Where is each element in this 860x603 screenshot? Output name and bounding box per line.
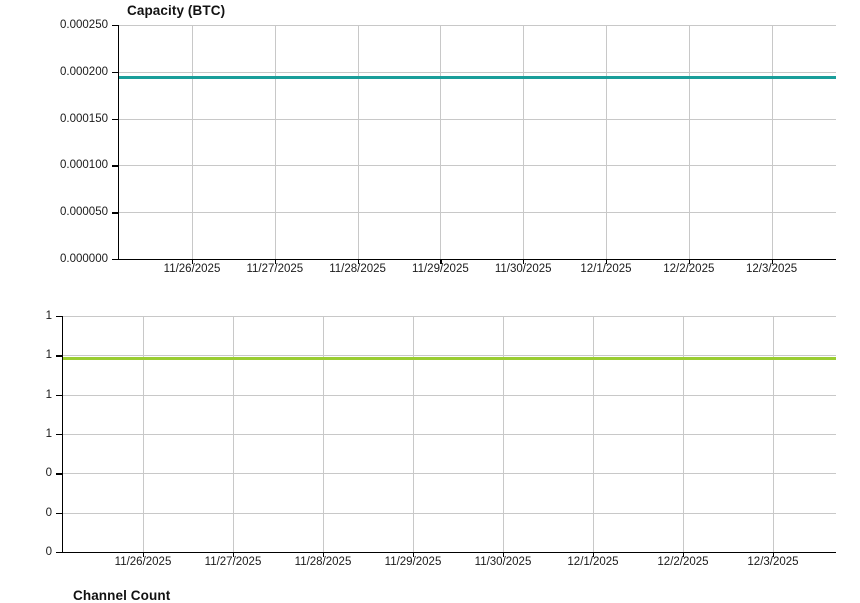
x-axis-label: 12/3/2025 (747, 556, 799, 568)
x-axis-tick (593, 552, 595, 557)
y-axis-tick (112, 165, 118, 167)
gridline-vertical (683, 316, 684, 552)
x-axis-tick (413, 552, 415, 557)
x-axis-tick (688, 259, 690, 264)
y-axis-label: 1 (45, 349, 52, 362)
gridline-vertical (233, 316, 234, 552)
gridline-horizontal (62, 473, 836, 475)
x-axis-label: 11/28/2025 (294, 556, 352, 568)
x-axis-tick (523, 259, 525, 264)
y-axis-line (62, 316, 64, 554)
x-axis-label: 12/2/2025 (663, 263, 715, 275)
x-axis-label: 12/1/2025 (567, 556, 619, 568)
y-axis-label: 0.000050 (60, 206, 108, 219)
gridline-vertical (274, 25, 276, 259)
gridline-vertical (773, 316, 774, 552)
y-axis-tick (112, 25, 118, 27)
gridline-horizontal (62, 355, 836, 357)
y-axis-label: 1 (45, 310, 52, 322)
gridline-vertical (593, 316, 594, 552)
y-axis-label: 1 (45, 428, 52, 440)
chart-title-capacity: Capacity (BTC) (127, 3, 226, 18)
x-axis-tick (440, 259, 442, 264)
x-axis-tick (323, 552, 325, 557)
x-axis-tick (143, 552, 145, 557)
gridline-vertical (503, 316, 504, 552)
gridline-vertical (192, 25, 193, 259)
x-axis-tick (274, 259, 276, 264)
x-axis-label: 11/30/2025 (474, 556, 532, 568)
gridline-vertical (413, 316, 414, 552)
y-axis-tick (56, 512, 62, 515)
y-axis-label: 0 (45, 546, 52, 558)
y-axis-tick (56, 394, 62, 397)
y-axis-tick (112, 118, 118, 120)
y-axis-label: 0 (45, 506, 52, 519)
x-axis-label: 11/29/2025 (412, 263, 469, 275)
series-line-capacity[interactable] (119, 76, 836, 79)
gridline-horizontal (62, 316, 836, 317)
y-axis-tick (112, 212, 118, 214)
gridline-horizontal (62, 394, 836, 396)
y-axis-tick (56, 434, 62, 436)
x-axis-line (62, 552, 836, 554)
x-axis-tick (771, 259, 773, 264)
gridline-horizontal (118, 25, 836, 26)
gridline-vertical (357, 25, 359, 259)
gridline-vertical (688, 25, 690, 259)
x-axis-label: 11/26/2025 (163, 263, 221, 275)
y-axis-tick (56, 316, 62, 318)
x-axis-tick (233, 552, 235, 557)
gridline-horizontal (118, 71, 836, 73)
chart-panel-channels: Channel Count 1 1 1 1 0 0 0 11/26/2025 11/27/202… (0, 290, 860, 603)
gridline-horizontal (62, 512, 836, 514)
gridline-horizontal (62, 434, 836, 435)
x-axis-label: 11/27/2025 (204, 556, 262, 568)
y-axis-tick (56, 473, 62, 475)
x-axis-label: 12/2/2025 (657, 556, 709, 568)
x-axis-label: 12/3/2025 (746, 263, 798, 275)
gridline-vertical (440, 25, 442, 259)
y-axis-line (118, 25, 120, 261)
chart-panel-capacity: Capacity (BTC) 0.000250 0.000200 0.000150 0… (0, 0, 860, 290)
y-axis-tick (56, 552, 62, 554)
series-line-channels[interactable] (63, 357, 836, 360)
x-axis-label: 11/30/2025 (494, 263, 552, 275)
y-axis-tick (112, 259, 118, 261)
x-axis-label: 12/1/2025 (580, 263, 632, 275)
x-axis-label: 11/29/2025 (384, 556, 442, 568)
y-axis-label: 0 (45, 467, 52, 480)
gridline-vertical (323, 316, 324, 552)
y-axis-label: 0.000000 (60, 253, 108, 265)
y-axis-tick (56, 355, 62, 357)
x-axis-tick (192, 259, 194, 264)
gridline-horizontal (118, 118, 836, 120)
gridline-horizontal (118, 165, 836, 167)
chart-title-channel-count: Channel Count (73, 588, 171, 603)
x-axis-label: 11/27/2025 (246, 263, 304, 275)
gridline-vertical (523, 25, 525, 259)
gridline-vertical (606, 25, 607, 259)
x-axis-label: 11/26/2025 (114, 556, 172, 568)
x-axis-tick (606, 259, 608, 264)
y-axis-tick (112, 71, 118, 74)
y-axis-label: 1 (45, 388, 52, 401)
y-axis-label: 0.000100 (60, 159, 108, 172)
y-axis-label: 0.000250 (60, 19, 108, 31)
x-axis-tick (683, 552, 685, 557)
y-axis-label: 0.000150 (60, 112, 108, 125)
x-axis-tick (357, 259, 359, 264)
x-axis-line (118, 259, 836, 261)
gridline-horizontal (118, 212, 836, 214)
x-axis-tick (503, 552, 505, 557)
x-axis-tick (773, 552, 775, 557)
y-axis-label: 0.000200 (60, 65, 108, 78)
gridline-vertical (771, 25, 773, 259)
x-axis-label: 11/28/2025 (329, 263, 386, 275)
gridline-vertical (143, 316, 144, 552)
